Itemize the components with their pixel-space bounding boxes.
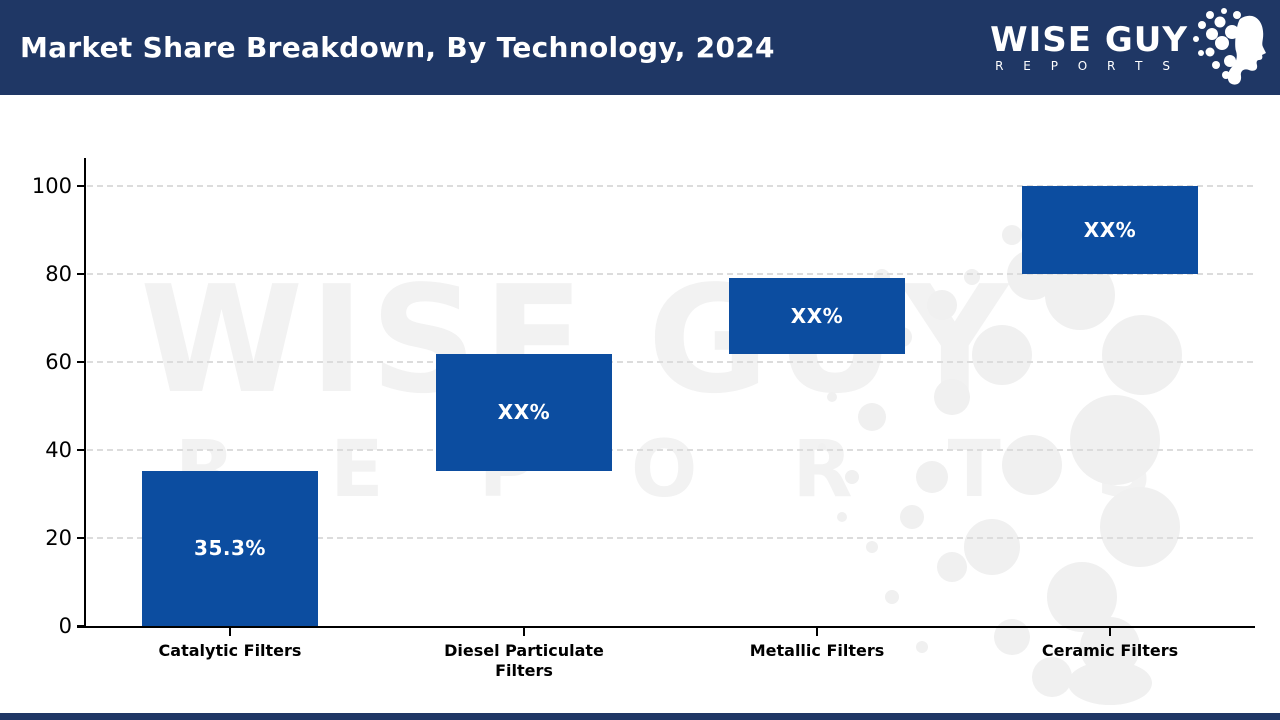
y-tick-label: 80: [45, 262, 72, 286]
y-tick-label: 40: [45, 438, 72, 462]
x-tick-mark: [816, 628, 818, 636]
bar-segment: 35.3%: [142, 470, 318, 626]
wise-guy-reports-logo: WISE GUY R E P O R T S: [990, 7, 1280, 89]
logo-text: WISE GUY R E P O R T S: [990, 22, 1188, 73]
y-tick-mark: [77, 537, 85, 539]
y-tick-label: 60: [45, 350, 72, 374]
watermark-head-icon: [818, 225, 1182, 705]
logo-subtitle: R E P O R T S: [995, 59, 1178, 73]
bar-value-label: 35.3%: [194, 536, 266, 561]
footer-band: [0, 713, 1280, 720]
gridline: [87, 537, 1253, 539]
logo-wordmark: WISE GUY: [990, 20, 1188, 60]
y-tick-label: 0: [58, 614, 72, 638]
y-tick-mark: [77, 273, 85, 275]
chart-title: Market Share Breakdown, By Technology, 2…: [20, 31, 775, 64]
x-tick-mark: [229, 628, 231, 636]
gridline: [87, 449, 1253, 451]
watermark-subtitle: R E P O R T S: [175, 425, 1187, 515]
bar-value-label: XX%: [497, 400, 551, 425]
bar-segment: XX%: [1022, 186, 1198, 274]
y-tick-mark: [77, 185, 85, 187]
x-tick-mark: [523, 628, 525, 636]
y-tick-label: 20: [45, 526, 72, 550]
gridline: [87, 273, 1253, 275]
x-axis-line: [77, 626, 1255, 628]
y-tick-label: 100: [31, 174, 72, 198]
bar-segment: XX%: [436, 354, 612, 471]
category-label: Ceramic Filters: [1041, 641, 1179, 660]
category-label: Metallic Filters: [749, 641, 885, 660]
logo-head-icon: [1193, 7, 1266, 85]
bar-segment: XX%: [729, 277, 905, 355]
y-tick-mark: [77, 625, 85, 627]
y-tick-mark: [77, 449, 85, 451]
bar-value-label: XX%: [1083, 218, 1137, 242]
category-label: Diesel Particulate Filters: [444, 641, 604, 680]
category-label: Catalytic Filters: [158, 641, 302, 660]
header-band: Market Share Breakdown, By Technology, 2…: [0, 0, 1280, 95]
x-tick-mark: [1109, 628, 1111, 636]
y-tick-mark: [77, 361, 85, 363]
bar-value-label: XX%: [790, 303, 844, 328]
gridline: [87, 361, 1253, 363]
y-axis-line: [84, 158, 86, 628]
gridline: [87, 185, 1253, 187]
